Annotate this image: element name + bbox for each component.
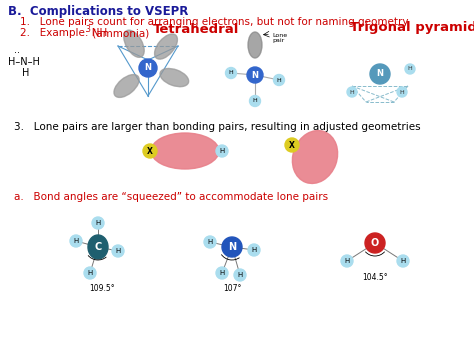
Text: H: H [408,66,412,71]
Text: H: H [219,270,225,276]
Text: H: H [345,258,350,264]
Text: O: O [371,238,379,248]
Text: N: N [376,70,383,78]
Circle shape [273,75,284,86]
Text: Trigonal pyramidal: Trigonal pyramidal [350,21,474,34]
Text: H: H [251,247,256,253]
Ellipse shape [248,32,262,58]
Text: 109.5°: 109.5° [89,284,115,293]
Circle shape [405,64,415,74]
Text: X: X [289,141,295,149]
Circle shape [216,267,228,279]
Circle shape [341,255,353,267]
Circle shape [247,67,263,83]
Text: H: H [253,98,257,104]
Ellipse shape [114,75,139,97]
Text: H: H [207,239,213,245]
Text: ··: ·· [14,48,20,58]
Ellipse shape [155,34,177,59]
Circle shape [84,267,96,279]
Circle shape [347,87,357,97]
Text: C: C [94,242,101,252]
Text: a.   Bond angles are “squeezed” to accommodate lone pairs: a. Bond angles are “squeezed” to accommo… [14,192,328,202]
Text: 104.5°: 104.5° [362,273,388,282]
Text: N: N [252,71,258,80]
Text: H: H [277,77,282,82]
Text: 1.   Lone pairs count for arranging electrons, but not for naming geometry: 1. Lone pairs count for arranging electr… [20,17,409,27]
Circle shape [216,145,228,157]
Text: H: H [350,89,355,94]
Circle shape [92,217,104,229]
Text: B.  Complications to VSEPR: B. Complications to VSEPR [8,5,188,18]
Circle shape [397,255,409,267]
Text: H: H [87,270,92,276]
Circle shape [226,67,237,78]
Ellipse shape [151,133,219,169]
Text: H: H [400,89,404,94]
Text: H: H [228,71,233,76]
Ellipse shape [222,237,242,257]
Circle shape [70,235,82,247]
Text: 107°: 107° [223,284,241,293]
Text: 3: 3 [85,25,90,34]
Text: H–N–H: H–N–H [8,57,40,67]
Text: H: H [237,272,243,278]
Text: Lone
pair: Lone pair [272,33,287,43]
Text: N: N [228,242,236,252]
Ellipse shape [124,30,144,58]
Circle shape [248,244,260,256]
Text: Tetrahedral: Tetrahedral [153,23,239,36]
Text: 2.   Example: NH: 2. Example: NH [20,28,107,38]
Text: (ammonia): (ammonia) [89,28,149,38]
Circle shape [397,87,407,97]
Text: H: H [115,248,120,254]
Ellipse shape [365,233,385,253]
Ellipse shape [160,69,189,87]
Circle shape [249,95,261,106]
Circle shape [370,64,390,84]
Circle shape [143,144,157,158]
Circle shape [139,59,157,77]
Text: H: H [95,220,100,226]
Text: X: X [147,147,153,155]
Circle shape [112,245,124,257]
Text: H: H [22,68,29,78]
Text: H: H [219,148,225,154]
Text: H: H [401,258,406,264]
Text: H: H [73,238,79,244]
Text: 3.   Lone pairs are larger than bonding pairs, resulting in adjusted geometries: 3. Lone pairs are larger than bonding pa… [14,122,420,132]
Text: N: N [145,64,152,72]
Ellipse shape [88,235,108,259]
Circle shape [234,269,246,281]
Circle shape [285,138,299,152]
Ellipse shape [292,131,337,184]
Circle shape [204,236,216,248]
